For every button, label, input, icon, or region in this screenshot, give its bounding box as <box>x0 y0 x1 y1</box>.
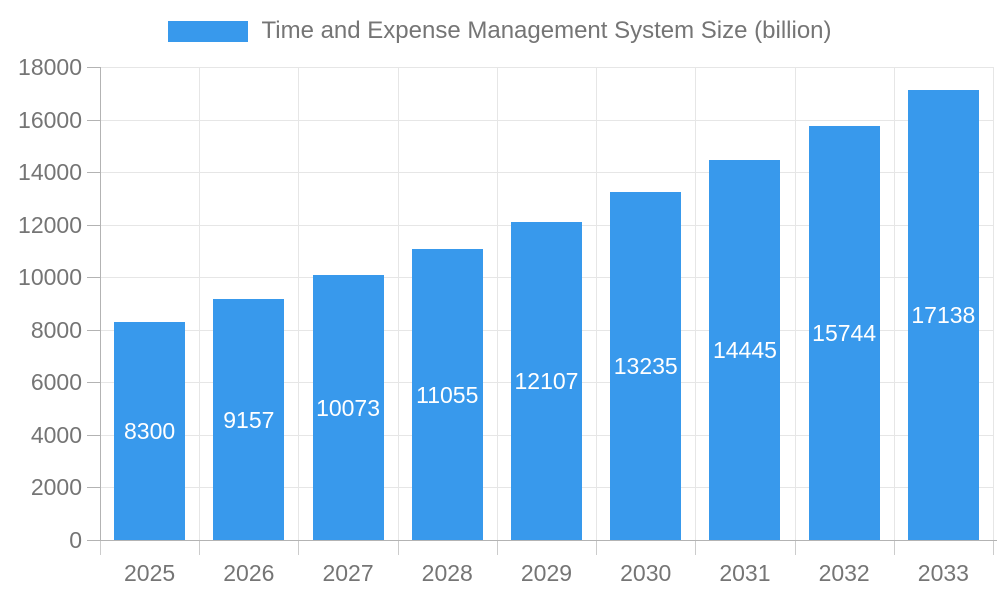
x-tick-mark <box>993 540 994 555</box>
y-gridline <box>100 172 993 174</box>
y-tick-label: 18000 <box>18 54 82 80</box>
x-tick-mark <box>199 540 201 555</box>
bar-2032 <box>808 126 880 540</box>
bar-value-label: 13235 <box>613 353 678 380</box>
x-tick-mark <box>695 540 697 555</box>
bar-value-label: 17138 <box>911 301 976 328</box>
bar-value-label: 12107 <box>514 367 579 394</box>
bar-2033 <box>907 89 979 540</box>
x-gridline <box>893 67 895 540</box>
x-axis-line <box>87 540 997 541</box>
y-tick-label: 2000 <box>30 474 82 501</box>
y-tick-label: 4000 <box>30 421 82 448</box>
y-tick-label: 16000 <box>18 106 82 133</box>
y-tick-mark <box>87 434 100 436</box>
y-tick-mark <box>87 382 100 384</box>
x-tick-mark <box>496 540 498 555</box>
bar-2030 <box>610 192 682 540</box>
x-gridline <box>397 67 399 540</box>
bar-value-label: 9157 <box>223 406 275 433</box>
bar-value-label: 11055 <box>416 381 479 408</box>
legend: Time and Expense Management System Size … <box>0 17 1000 44</box>
x-gridline <box>596 67 598 540</box>
y-tick-label: 12000 <box>18 211 82 238</box>
x-tick-label: 2033 <box>917 560 969 586</box>
y-axis-line <box>100 67 101 540</box>
x-tick-label: 2028 <box>421 560 473 586</box>
y-tick-label: 6000 <box>30 369 82 396</box>
y-gridline <box>100 119 993 121</box>
bar-2027 <box>312 275 384 540</box>
bar-value-label: 15744 <box>812 320 877 347</box>
bar-2031 <box>709 160 781 540</box>
x-tick-label: 2027 <box>322 560 374 586</box>
y-tick-mark <box>87 172 100 174</box>
y-tick-label: 8000 <box>30 316 82 343</box>
x-tick-mark <box>794 540 796 555</box>
y-tick-label: 10000 <box>18 264 82 291</box>
x-tick-label: 2026 <box>223 560 275 586</box>
x-gridline <box>298 67 300 540</box>
legend-label: Time and Expense Management System Size … <box>261 17 832 44</box>
y-tick-mark <box>87 487 100 489</box>
bar-value-label: 10073 <box>316 394 381 421</box>
bar-2029 <box>511 221 582 540</box>
x-tick-label: 2030 <box>620 560 672 586</box>
x-gridline <box>199 67 201 540</box>
y-tick-mark <box>87 224 100 226</box>
y-gridline <box>100 67 993 68</box>
y-tick-mark <box>87 67 100 68</box>
x-tick-mark <box>596 540 598 555</box>
x-tick-label: 2025 <box>124 560 176 586</box>
x-gridline <box>794 67 796 540</box>
x-gridline <box>695 67 697 540</box>
bar-2026 <box>213 299 285 540</box>
x-tick-label: 2029 <box>520 560 573 586</box>
x-tick-mark <box>893 540 895 555</box>
y-tick-mark <box>87 277 100 279</box>
bar-2028 <box>411 249 483 540</box>
y-tick-mark <box>87 329 100 331</box>
y-tick-label: 0 <box>69 527 82 553</box>
x-tick-label: 2031 <box>719 560 771 586</box>
y-tick-mark <box>87 119 100 121</box>
legend-swatch <box>168 20 249 42</box>
x-gridline <box>993 67 994 540</box>
x-tick-mark <box>397 540 399 555</box>
bar-2025 <box>114 321 186 540</box>
x-gridline <box>496 67 498 540</box>
y-axis-bottom-tick <box>100 540 101 555</box>
bar-value-label: 8300 <box>124 417 176 444</box>
x-tick-mark <box>298 540 300 555</box>
x-tick-label: 2032 <box>818 560 870 586</box>
bar-value-label: 14445 <box>712 337 777 364</box>
y-tick-label: 14000 <box>18 159 82 186</box>
